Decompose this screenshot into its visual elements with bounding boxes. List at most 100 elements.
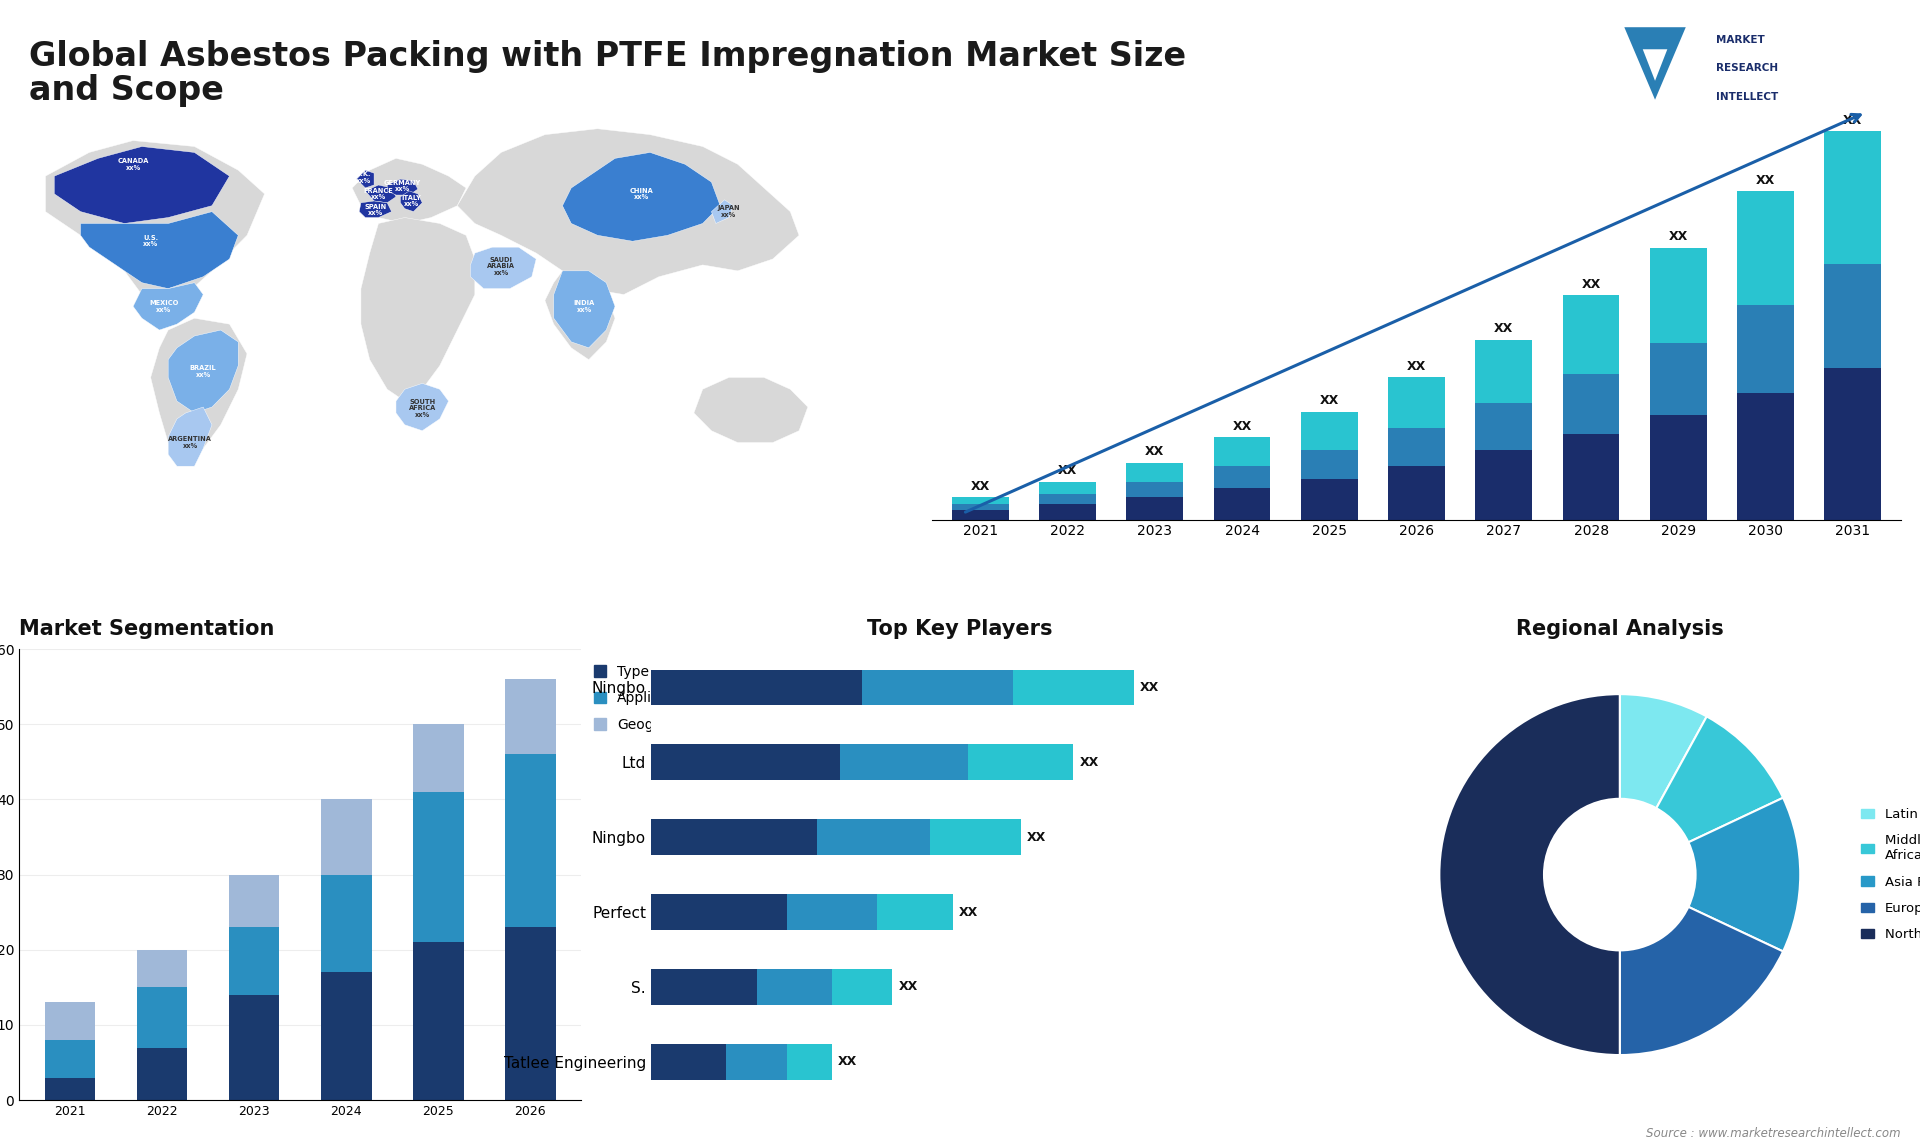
Bar — [651, 745, 839, 780]
Bar — [228, 995, 280, 1100]
Polygon shape — [457, 128, 799, 295]
Polygon shape — [401, 191, 422, 212]
Text: XX: XX — [1144, 445, 1164, 458]
Bar — [228, 874, 280, 927]
Polygon shape — [693, 377, 808, 442]
Bar — [1127, 497, 1183, 519]
Bar — [413, 724, 463, 792]
Bar — [321, 972, 372, 1100]
Text: FRANCE
xx%: FRANCE xx% — [363, 188, 394, 201]
Polygon shape — [1624, 28, 1686, 100]
Text: RESEARCH: RESEARCH — [1716, 63, 1778, 73]
Polygon shape — [361, 218, 474, 401]
Polygon shape — [470, 248, 536, 289]
Polygon shape — [54, 147, 230, 223]
Bar — [136, 988, 188, 1047]
Bar — [1213, 438, 1271, 466]
Polygon shape — [132, 283, 204, 330]
Bar — [1039, 494, 1096, 504]
Bar — [1475, 402, 1532, 450]
Text: ARGENTINA
xx%: ARGENTINA xx% — [169, 437, 211, 449]
Bar — [1302, 450, 1357, 479]
Text: BRAZIL
xx%: BRAZIL xx% — [190, 366, 217, 378]
Text: CHINA
xx%: CHINA xx% — [630, 188, 653, 201]
Text: CANADA
xx%: CANADA xx% — [117, 158, 148, 171]
Wedge shape — [1688, 798, 1801, 951]
Title: Regional Analysis: Regional Analysis — [1517, 619, 1724, 639]
Text: INTELLECT: INTELLECT — [1716, 92, 1778, 102]
Polygon shape — [396, 384, 449, 431]
Text: SAUDI
ARABIA
xx%: SAUDI ARABIA xx% — [488, 257, 515, 275]
Text: XX: XX — [1843, 113, 1862, 126]
Polygon shape — [357, 171, 374, 188]
Text: INDIA
xx%: INDIA xx% — [574, 300, 595, 313]
Bar — [831, 968, 893, 1005]
Bar — [1302, 413, 1357, 450]
Bar — [1738, 305, 1793, 393]
Text: XX: XX — [1079, 756, 1098, 769]
Bar — [1824, 132, 1882, 264]
Text: U.S.
xx%: U.S. xx% — [142, 235, 157, 248]
Bar — [413, 792, 463, 942]
Bar — [651, 894, 787, 929]
Bar — [1127, 463, 1183, 481]
Bar — [1824, 264, 1882, 368]
Bar — [816, 819, 929, 855]
Text: XX: XX — [1407, 360, 1427, 372]
Polygon shape — [46, 141, 265, 313]
Bar — [1127, 481, 1183, 497]
Bar — [1388, 427, 1446, 466]
Polygon shape — [351, 158, 467, 223]
Polygon shape — [150, 319, 248, 461]
Bar — [1475, 450, 1532, 519]
Polygon shape — [365, 185, 396, 203]
Bar — [1388, 377, 1446, 427]
Title: Top Key Players: Top Key Players — [868, 619, 1052, 639]
Text: XX: XX — [1058, 464, 1077, 477]
Bar — [321, 800, 372, 874]
Text: XX: XX — [1319, 394, 1338, 408]
Bar — [1213, 466, 1271, 488]
Polygon shape — [81, 212, 238, 289]
Text: XX: XX — [1494, 322, 1513, 335]
Bar — [1039, 481, 1096, 494]
Bar — [787, 894, 877, 929]
Bar — [756, 968, 831, 1005]
Text: U.K.
xx%: U.K. xx% — [355, 171, 371, 183]
Polygon shape — [169, 407, 211, 466]
Text: XX: XX — [958, 905, 977, 918]
Legend: Latin America, Middle East &
Africa, Asia Pacific, Europe, North America: Latin America, Middle East & Africa, Asi… — [1860, 808, 1920, 941]
Bar — [1649, 248, 1707, 343]
Bar — [787, 1044, 831, 1080]
Bar — [321, 874, 372, 972]
Text: Market Segmentation: Market Segmentation — [19, 619, 275, 639]
Polygon shape — [169, 330, 238, 413]
Bar — [136, 950, 188, 988]
Polygon shape — [563, 152, 720, 242]
Bar — [952, 510, 1008, 519]
Polygon shape — [545, 270, 614, 360]
Bar — [1563, 375, 1619, 434]
Bar — [952, 504, 1008, 510]
Bar — [651, 968, 756, 1005]
Bar — [44, 1041, 96, 1077]
Bar — [505, 754, 555, 927]
Bar — [726, 1044, 787, 1080]
Bar — [1563, 296, 1619, 375]
Polygon shape — [388, 179, 419, 195]
Bar — [1039, 504, 1096, 519]
Text: GERMANY
xx%: GERMANY xx% — [384, 180, 420, 193]
Polygon shape — [712, 199, 733, 223]
Bar — [228, 927, 280, 995]
Text: SOUTH
AFRICA
xx%: SOUTH AFRICA xx% — [409, 399, 436, 418]
Text: ITALY
xx%: ITALY xx% — [401, 195, 422, 207]
Text: JAPAN
xx%: JAPAN xx% — [718, 205, 741, 218]
Text: XX: XX — [1233, 419, 1252, 433]
Bar — [968, 745, 1073, 780]
Bar — [1738, 393, 1793, 519]
Polygon shape — [359, 201, 392, 218]
Wedge shape — [1440, 694, 1620, 1055]
Bar — [1475, 339, 1532, 402]
Bar — [929, 819, 1021, 855]
Bar — [1014, 669, 1135, 706]
